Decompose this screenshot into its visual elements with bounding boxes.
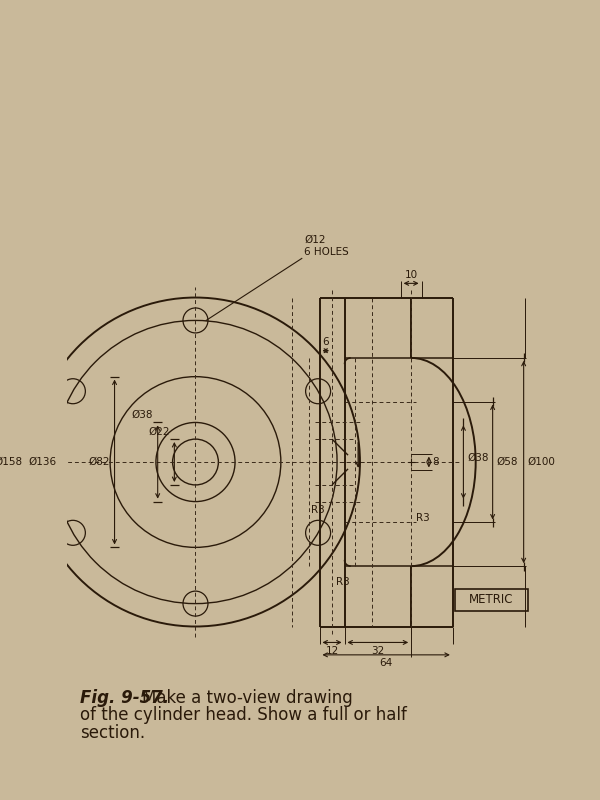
Text: 64: 64 — [380, 658, 393, 669]
Text: section.: section. — [80, 724, 145, 742]
Text: 8: 8 — [433, 457, 439, 467]
Text: Ø100: Ø100 — [527, 457, 555, 467]
Text: Ø12
6 HOLES: Ø12 6 HOLES — [304, 235, 349, 257]
Text: of the cylinder head. Show a full or half: of the cylinder head. Show a full or hal… — [80, 706, 407, 724]
Text: Ø38: Ø38 — [132, 410, 153, 420]
Text: R3: R3 — [311, 506, 325, 515]
Text: METRIC: METRIC — [469, 594, 514, 606]
Text: Ø58: Ø58 — [496, 457, 518, 467]
Text: 32: 32 — [371, 646, 385, 656]
Text: Ø136: Ø136 — [28, 457, 56, 467]
Text: Ø82: Ø82 — [89, 457, 110, 467]
Text: R3: R3 — [335, 577, 349, 586]
Text: 12: 12 — [325, 646, 338, 656]
Text: Make a two-view drawing: Make a two-view drawing — [142, 689, 353, 706]
FancyBboxPatch shape — [455, 590, 528, 610]
Text: Fig. 9-57.: Fig. 9-57. — [80, 689, 170, 706]
Text: R3: R3 — [416, 513, 430, 523]
Text: Ø38: Ø38 — [468, 453, 490, 462]
Text: 10: 10 — [404, 270, 418, 280]
Text: 6: 6 — [322, 337, 329, 347]
Text: Ø158: Ø158 — [0, 457, 22, 467]
Text: Ø22: Ø22 — [148, 426, 170, 437]
